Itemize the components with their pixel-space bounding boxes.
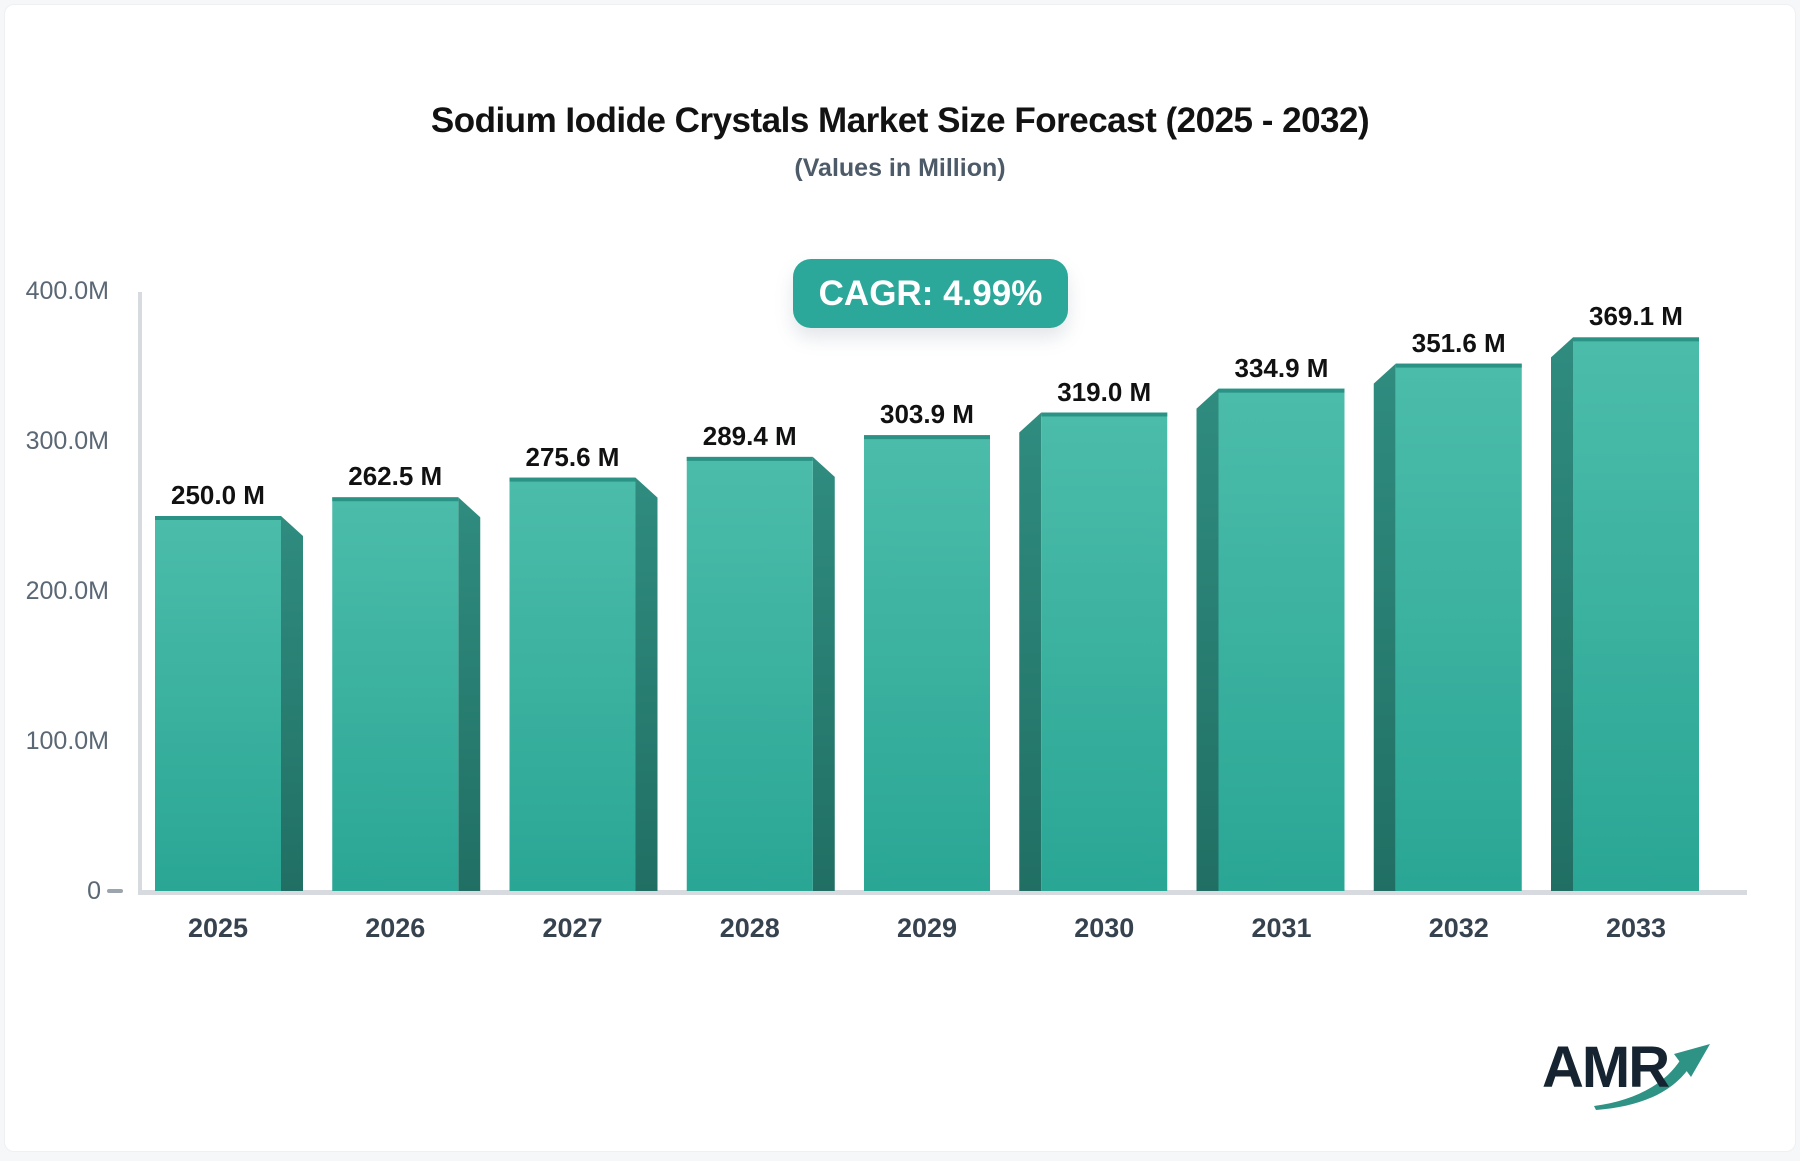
chart-title: Sodium Iodide Crystals Market Size Forec… xyxy=(430,101,1370,140)
growth-arrow-icon xyxy=(1594,1044,1710,1110)
amr-logo: AMR xyxy=(1542,1038,1712,1118)
x-axis-label: 2032 xyxy=(1428,913,1489,943)
y-axis-label: 0 xyxy=(87,877,101,905)
x-axis-label: 2030 xyxy=(1074,913,1135,943)
bar-front-face xyxy=(332,497,459,891)
x-axis-label: 2026 xyxy=(365,913,426,943)
y-axis-tick-dash xyxy=(107,889,123,893)
bar-top-edge xyxy=(864,435,990,440)
bar-side-face xyxy=(1551,337,1573,892)
bar-value-label: 262.5 M xyxy=(348,461,443,492)
bar-front-face xyxy=(155,516,281,891)
x-axis-label: 2033 xyxy=(1605,913,1667,943)
bar-value-label: 334.9 M xyxy=(1234,352,1329,383)
y-axis-label: 300.0M xyxy=(25,427,109,455)
bar-front-face xyxy=(1395,363,1522,892)
bar-top-edge xyxy=(1041,412,1168,417)
x-axis-label: 2029 xyxy=(896,913,958,943)
bar-side-face xyxy=(1019,412,1042,891)
bar-side-face xyxy=(635,477,658,891)
y-axis-line xyxy=(138,292,142,893)
bar-value-label: 369.1 M xyxy=(1589,301,1683,332)
bar-top-edge xyxy=(509,477,636,482)
cagr-badge: CAGR: 4.99% xyxy=(793,259,1068,328)
x-axis-baseline xyxy=(138,890,1747,895)
bar-front-face xyxy=(1218,388,1345,891)
bar-value-label: 250.0 M xyxy=(171,480,265,510)
bar-front-face xyxy=(686,456,813,891)
bar-value-label: 275.6 M xyxy=(525,441,620,472)
x-axis-label: 2028 xyxy=(719,913,780,943)
cagr-badge-label: CAGR: 4.99% xyxy=(818,273,1043,313)
bar-front-face xyxy=(864,435,990,891)
bar-2025[interactable] xyxy=(155,516,303,891)
bar-front-face xyxy=(1573,337,1699,892)
bar-2033[interactable] xyxy=(1551,337,1699,892)
bar-chart xyxy=(155,337,1699,892)
y-axis-label: 400.0M xyxy=(25,277,109,305)
bar-top-edge xyxy=(1573,337,1699,342)
bar-front-face xyxy=(509,477,636,891)
bar-2026[interactable] xyxy=(332,497,481,891)
bar-value-label: 319.0 M xyxy=(1057,376,1152,407)
bar-top-edge xyxy=(332,497,459,502)
bar-side-face xyxy=(1373,363,1396,892)
bar-top-edge xyxy=(1218,388,1345,393)
bar-2031[interactable] xyxy=(1196,388,1345,891)
bar-side-face xyxy=(812,456,835,891)
bar-top-edge xyxy=(155,516,281,520)
chart-card: Sodium Iodide Crystals Market Size Forec… xyxy=(4,4,1796,1152)
x-axis-label: 2031 xyxy=(1251,913,1312,943)
y-axis-label: 100.0M xyxy=(25,727,109,755)
bar-2027[interactable] xyxy=(509,477,658,891)
x-axis-label: 2025 xyxy=(187,913,249,943)
bar-value-label: 351.6 M xyxy=(1411,327,1506,358)
bar-2032[interactable] xyxy=(1373,363,1522,892)
bar-2029[interactable] xyxy=(864,435,990,891)
bar-front-face xyxy=(1041,412,1168,891)
bar-2028[interactable] xyxy=(686,456,835,891)
bar-value-label: 289.4 M xyxy=(702,420,797,451)
y-axis-label: 200.0M xyxy=(25,577,109,605)
bar-side-face xyxy=(458,497,481,891)
bar-value-label: 303.9 M xyxy=(880,399,974,430)
bar-top-edge xyxy=(686,456,813,461)
bar-side-face xyxy=(281,516,303,891)
chart-subtitle: (Values in Million) xyxy=(794,154,1006,182)
bar-2030[interactable] xyxy=(1019,412,1168,892)
bar-side-face xyxy=(1196,388,1219,891)
x-axis-label: 2027 xyxy=(542,913,603,943)
bar-top-edge xyxy=(1395,363,1522,368)
amr-logo-text: AMR xyxy=(1542,1035,1670,1100)
